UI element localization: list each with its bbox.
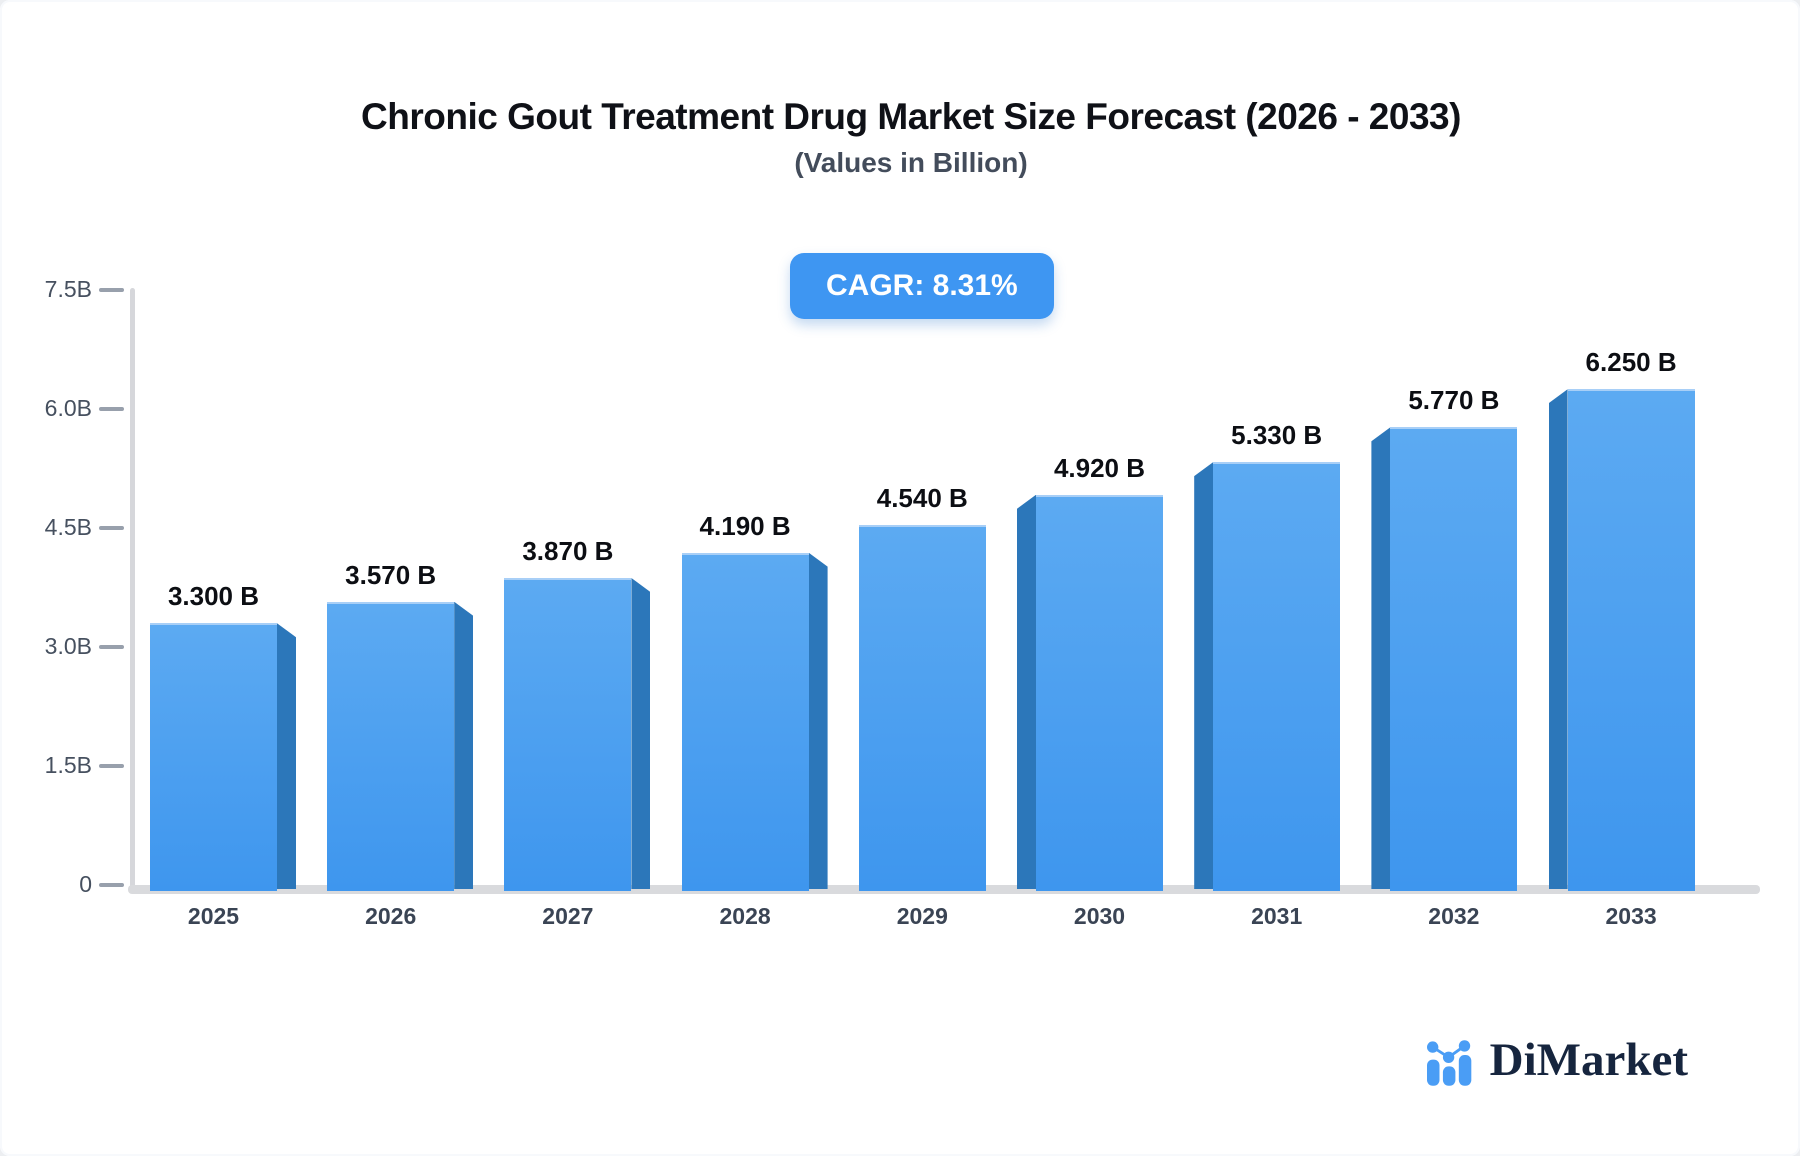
x-axis-label-2033: 2033 xyxy=(1605,903,1657,929)
y-tick-dash xyxy=(99,883,124,887)
page-subtitle: (Values in Billion) xyxy=(794,147,1028,178)
bar-3d-side-2031 xyxy=(1194,462,1214,889)
x-axis-label-2031: 2031 xyxy=(1251,903,1303,929)
y-tick-dash xyxy=(99,645,124,649)
y-tick-dash xyxy=(99,526,124,530)
bar-2031[interactable] xyxy=(1213,462,1341,891)
x-axis-label-2026: 2026 xyxy=(365,903,417,929)
x-axis-label-2032: 2032 xyxy=(1428,903,1480,929)
x-axis-label-2027: 2027 xyxy=(542,903,594,929)
bar-value-label-2032: 5.770 B xyxy=(1408,385,1500,416)
bar-2033[interactable] xyxy=(1567,389,1695,891)
y-tick-label: 1.5B xyxy=(44,752,92,778)
y-tick-dash xyxy=(99,407,124,412)
x-axis-label-2029: 2029 xyxy=(896,903,948,929)
y-tick-dash xyxy=(99,764,124,768)
bar-value-label-2031: 5.330 B xyxy=(1231,420,1323,451)
bar-2028[interactable] xyxy=(681,552,809,891)
bar-2029[interactable] xyxy=(858,524,986,891)
bar-3d-side-2025 xyxy=(277,623,296,889)
y-tick-label: 0 xyxy=(79,871,92,897)
bar-2030[interactable] xyxy=(1036,494,1163,891)
x-axis-label-2030: 2030 xyxy=(1073,903,1126,929)
bar-3d-side-2032 xyxy=(1371,427,1391,889)
bar-3d-side-2030 xyxy=(1017,494,1036,889)
bar-3d-side-2026 xyxy=(454,601,474,889)
mini-bar-chart-icon xyxy=(1426,1040,1471,1086)
bar-value-label-2025: 3.300 B xyxy=(167,581,260,612)
bar-value-label-2030: 4.920 B xyxy=(1053,452,1146,483)
brand-logo: DiMarket xyxy=(1426,1034,1688,1086)
y-tick-label: 4.5B xyxy=(44,514,92,540)
y-tick-label: 6.0B xyxy=(44,395,92,422)
y-tick-label: 7.5B xyxy=(44,276,92,303)
bar-3d-side-2033 xyxy=(1548,389,1568,889)
x-axis-label-2025: 2025 xyxy=(187,903,240,929)
bar-2025[interactable] xyxy=(150,623,277,891)
y-axis-line xyxy=(130,288,135,890)
bar-3d-side-2028 xyxy=(808,552,828,889)
bar-2026[interactable] xyxy=(327,601,455,891)
cagr-badge: CAGR: 8.31% xyxy=(790,253,1054,319)
y-tick-label: 3.0B xyxy=(44,633,92,659)
bar-3d-side-2027 xyxy=(631,577,651,889)
bar-value-label-2027: 3.870 B xyxy=(522,535,614,566)
bar-value-label-2028: 4.190 B xyxy=(699,510,791,541)
bar-value-label-2033: 6.250 B xyxy=(1585,347,1677,378)
bar-value-label-2026: 3.570 B xyxy=(345,559,437,590)
bar-2027[interactable] xyxy=(504,577,632,891)
y-tick-dash xyxy=(99,288,124,293)
page-title: Chronic Gout Treatment Drug Market Size … xyxy=(361,96,1461,137)
x-axis-label-2028: 2028 xyxy=(719,903,771,929)
bar-2032[interactable] xyxy=(1390,427,1518,891)
brand-name: DiMarket xyxy=(1489,1034,1688,1086)
bar-value-label-2029: 4.540 B xyxy=(876,482,968,513)
